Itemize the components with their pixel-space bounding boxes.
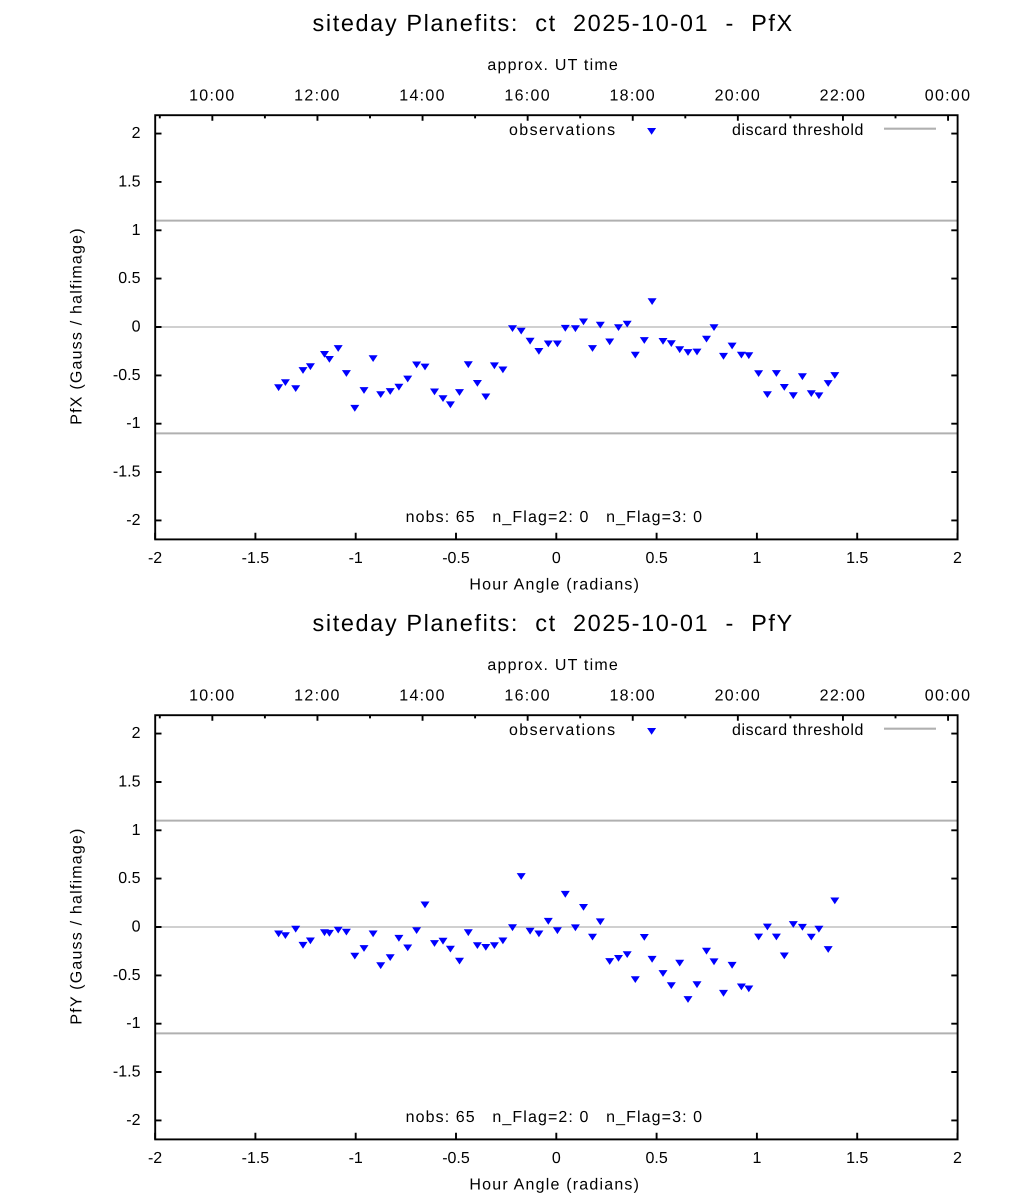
svg-text:12:00: 12:00 xyxy=(294,687,341,704)
svg-text:1.5: 1.5 xyxy=(846,1150,868,1167)
svg-text:1.5: 1.5 xyxy=(846,550,868,567)
svg-text:siteday Planefits: ct 2025-1: siteday Planefits: ct 2025-10-01 - PfX xyxy=(313,10,794,36)
svg-text:16:00: 16:00 xyxy=(504,87,551,104)
svg-text:-1: -1 xyxy=(349,1150,363,1167)
svg-text:siteday Planefits: ct 2025-1: siteday Planefits: ct 2025-10-01 - PfY xyxy=(313,610,794,636)
svg-text:nobs: 65 n_Flag=2: 0 n_Fla: nobs: 65 n_Flag=2: 0 n_Flag=3: 0 xyxy=(406,1109,704,1126)
svg-text:12:00: 12:00 xyxy=(294,87,341,104)
svg-text:20:00: 20:00 xyxy=(715,687,762,704)
svg-text:22:00: 22:00 xyxy=(820,87,867,104)
svg-text:approx. UT time: approx. UT time xyxy=(487,657,619,674)
svg-text:18:00: 18:00 xyxy=(609,687,656,704)
svg-text:14:00: 14:00 xyxy=(399,87,446,104)
svg-text:1: 1 xyxy=(132,822,141,839)
svg-text:-1.5: -1.5 xyxy=(113,464,141,481)
svg-text:observations: observations xyxy=(509,722,617,739)
svg-text:2: 2 xyxy=(132,125,141,142)
svg-text:16:00: 16:00 xyxy=(504,687,551,704)
svg-text:0.5: 0.5 xyxy=(645,1150,667,1167)
svg-text:0.5: 0.5 xyxy=(118,270,140,287)
svg-text:discard threshold: discard threshold xyxy=(732,722,864,739)
svg-text:-2: -2 xyxy=(148,1150,162,1167)
svg-text:1: 1 xyxy=(752,550,761,567)
svg-text:-1.5: -1.5 xyxy=(113,1064,141,1081)
svg-text:10:00: 10:00 xyxy=(189,687,236,704)
svg-text:approx. UT time: approx. UT time xyxy=(487,57,619,74)
svg-text:2: 2 xyxy=(953,1150,962,1167)
svg-text:1: 1 xyxy=(752,1150,761,1167)
svg-text:-1: -1 xyxy=(126,1015,140,1032)
svg-text:0: 0 xyxy=(552,1150,561,1167)
svg-text:-1.5: -1.5 xyxy=(242,1150,270,1167)
svg-text:00:00: 00:00 xyxy=(925,87,972,104)
svg-text:-2: -2 xyxy=(148,550,162,567)
svg-text:20:00: 20:00 xyxy=(715,87,762,104)
svg-text:-1: -1 xyxy=(126,415,140,432)
svg-text:PfY (Gauss / halfimage): PfY (Gauss / halfimage) xyxy=(69,827,86,1024)
svg-text:00:00: 00:00 xyxy=(925,687,972,704)
svg-text:Hour Angle (radians): Hour Angle (radians) xyxy=(469,1177,640,1194)
svg-text:discard threshold: discard threshold xyxy=(732,122,864,139)
svg-text:PfX (Gauss / halfimage): PfX (Gauss / halfimage) xyxy=(69,227,86,424)
svg-text:0.5: 0.5 xyxy=(645,550,667,567)
svg-text:0: 0 xyxy=(132,919,141,936)
svg-text:2: 2 xyxy=(132,725,141,742)
svg-text:-2: -2 xyxy=(126,1112,140,1129)
svg-text:-0.5: -0.5 xyxy=(442,550,470,567)
svg-text:nobs: 65 n_Flag=2: 0 n_Fla: nobs: 65 n_Flag=2: 0 n_Flag=3: 0 xyxy=(406,509,704,526)
svg-text:0: 0 xyxy=(132,319,141,336)
svg-text:observations: observations xyxy=(509,122,617,139)
svg-text:Hour Angle (radians): Hour Angle (radians) xyxy=(469,577,640,594)
svg-text:2: 2 xyxy=(953,550,962,567)
svg-text:1.5: 1.5 xyxy=(118,173,140,190)
svg-text:-1: -1 xyxy=(349,550,363,567)
svg-text:-2: -2 xyxy=(126,512,140,529)
svg-text:18:00: 18:00 xyxy=(609,87,656,104)
svg-text:14:00: 14:00 xyxy=(399,687,446,704)
svg-text:22:00: 22:00 xyxy=(820,687,867,704)
svg-text:0.5: 0.5 xyxy=(118,870,140,887)
svg-text:-1.5: -1.5 xyxy=(242,550,270,567)
svg-text:1.5: 1.5 xyxy=(118,773,140,790)
svg-text:1: 1 xyxy=(132,222,141,239)
svg-text:10:00: 10:00 xyxy=(189,87,236,104)
svg-text:-0.5: -0.5 xyxy=(113,367,141,384)
svg-text:-0.5: -0.5 xyxy=(113,967,141,984)
svg-text:-0.5: -0.5 xyxy=(442,1150,470,1167)
svg-text:0: 0 xyxy=(552,550,561,567)
